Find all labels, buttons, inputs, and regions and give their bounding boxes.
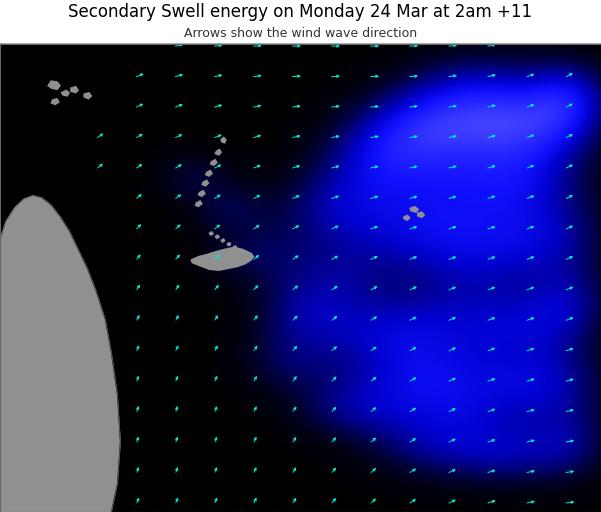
Polygon shape [215,235,219,239]
Polygon shape [198,190,205,196]
Text: Arrows show the wind wave direction: Arrows show the wind wave direction [184,28,417,40]
Polygon shape [206,170,212,176]
Polygon shape [221,137,226,143]
Polygon shape [227,243,231,246]
Polygon shape [410,206,418,212]
Polygon shape [191,247,254,270]
Polygon shape [221,239,225,242]
Polygon shape [209,232,213,235]
Polygon shape [233,246,237,249]
Polygon shape [215,150,221,155]
Polygon shape [71,87,78,93]
Polygon shape [51,99,59,104]
Polygon shape [48,81,60,90]
Polygon shape [404,216,410,220]
Polygon shape [202,180,209,186]
Polygon shape [61,90,69,96]
Polygon shape [84,93,91,99]
Text: Secondary Swell energy on Monday 24 Mar at 2am +11: Secondary Swell energy on Monday 24 Mar … [69,3,532,21]
Polygon shape [418,212,424,217]
Polygon shape [195,201,202,206]
Polygon shape [0,196,120,512]
Polygon shape [210,160,217,165]
